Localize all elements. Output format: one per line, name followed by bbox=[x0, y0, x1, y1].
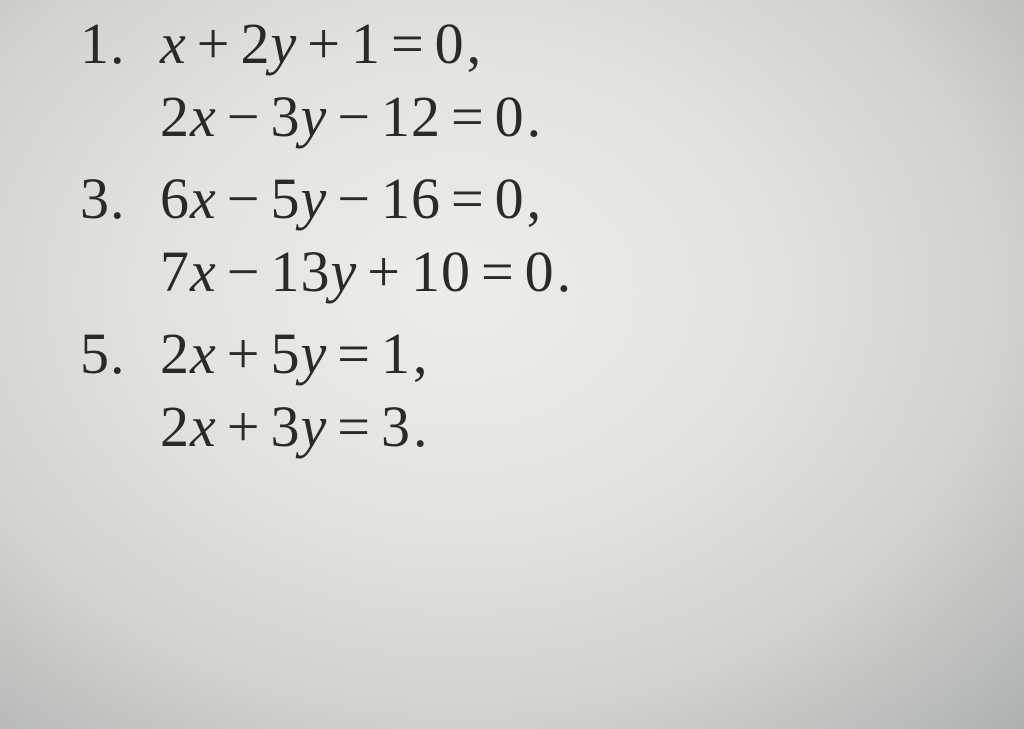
problem-1: 1.x+2y+1=0,2x−3y−12=0. bbox=[80, 8, 984, 153]
problem-number: 1. bbox=[80, 8, 160, 81]
equation-list: x+2y+1=0,2x−3y−12=0. bbox=[160, 8, 542, 153]
equation-list: 2x+5y=1,2x+3y=3. bbox=[160, 318, 428, 463]
equation-trailing-punct: . bbox=[413, 394, 429, 459]
equation-trailing-punct: . bbox=[557, 239, 573, 304]
equation-trailing-punct: . bbox=[527, 84, 543, 149]
equation-trailing-punct: , bbox=[527, 166, 543, 231]
equation: 2x+3y=3. bbox=[160, 391, 428, 464]
math-problems-page: 1.x+2y+1=0,2x−3y−12=0.3.6x−5y−16=0,7x−13… bbox=[0, 0, 1024, 463]
problem-5: 5.2x+5y=1,2x+3y=3. bbox=[80, 318, 984, 463]
equation: 2x−3y−12=0. bbox=[160, 81, 542, 154]
equation: x+2y+1=0, bbox=[160, 8, 542, 81]
equation-trailing-punct: , bbox=[413, 321, 429, 386]
equation-list: 6x−5y−16=0,7x−13y+10=0. bbox=[160, 163, 572, 308]
equation: 7x−13y+10=0. bbox=[160, 236, 572, 309]
equation: 6x−5y−16=0, bbox=[160, 163, 572, 236]
equation: 2x+5y=1, bbox=[160, 318, 428, 391]
problem-number: 5. bbox=[80, 318, 160, 391]
problem-number: 3. bbox=[80, 163, 160, 236]
equation-trailing-punct: , bbox=[467, 11, 483, 76]
problem-3: 3.6x−5y−16=0,7x−13y+10=0. bbox=[80, 163, 984, 308]
